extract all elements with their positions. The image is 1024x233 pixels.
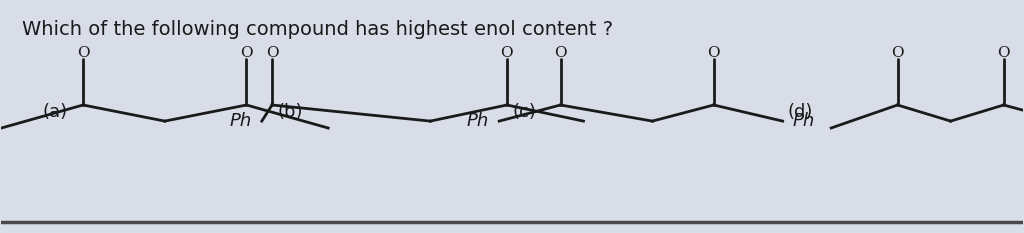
Text: O: O <box>265 46 279 60</box>
Text: O: O <box>997 46 1010 60</box>
Text: O: O <box>708 46 720 60</box>
Text: (c): (c) <box>512 103 536 121</box>
Text: (d): (d) <box>787 103 813 121</box>
Text: O: O <box>891 46 904 60</box>
Text: Ph: Ph <box>229 112 252 130</box>
Text: O: O <box>554 46 567 60</box>
Text: (a): (a) <box>42 103 68 121</box>
Text: Ph: Ph <box>467 112 489 130</box>
Text: Ph: Ph <box>793 112 815 130</box>
Text: O: O <box>77 46 89 60</box>
Text: (b): (b) <box>278 103 303 121</box>
Text: O: O <box>501 46 513 60</box>
Text: Which of the following compound has highest enol content ?: Which of the following compound has high… <box>22 20 613 39</box>
Text: O: O <box>241 46 253 60</box>
